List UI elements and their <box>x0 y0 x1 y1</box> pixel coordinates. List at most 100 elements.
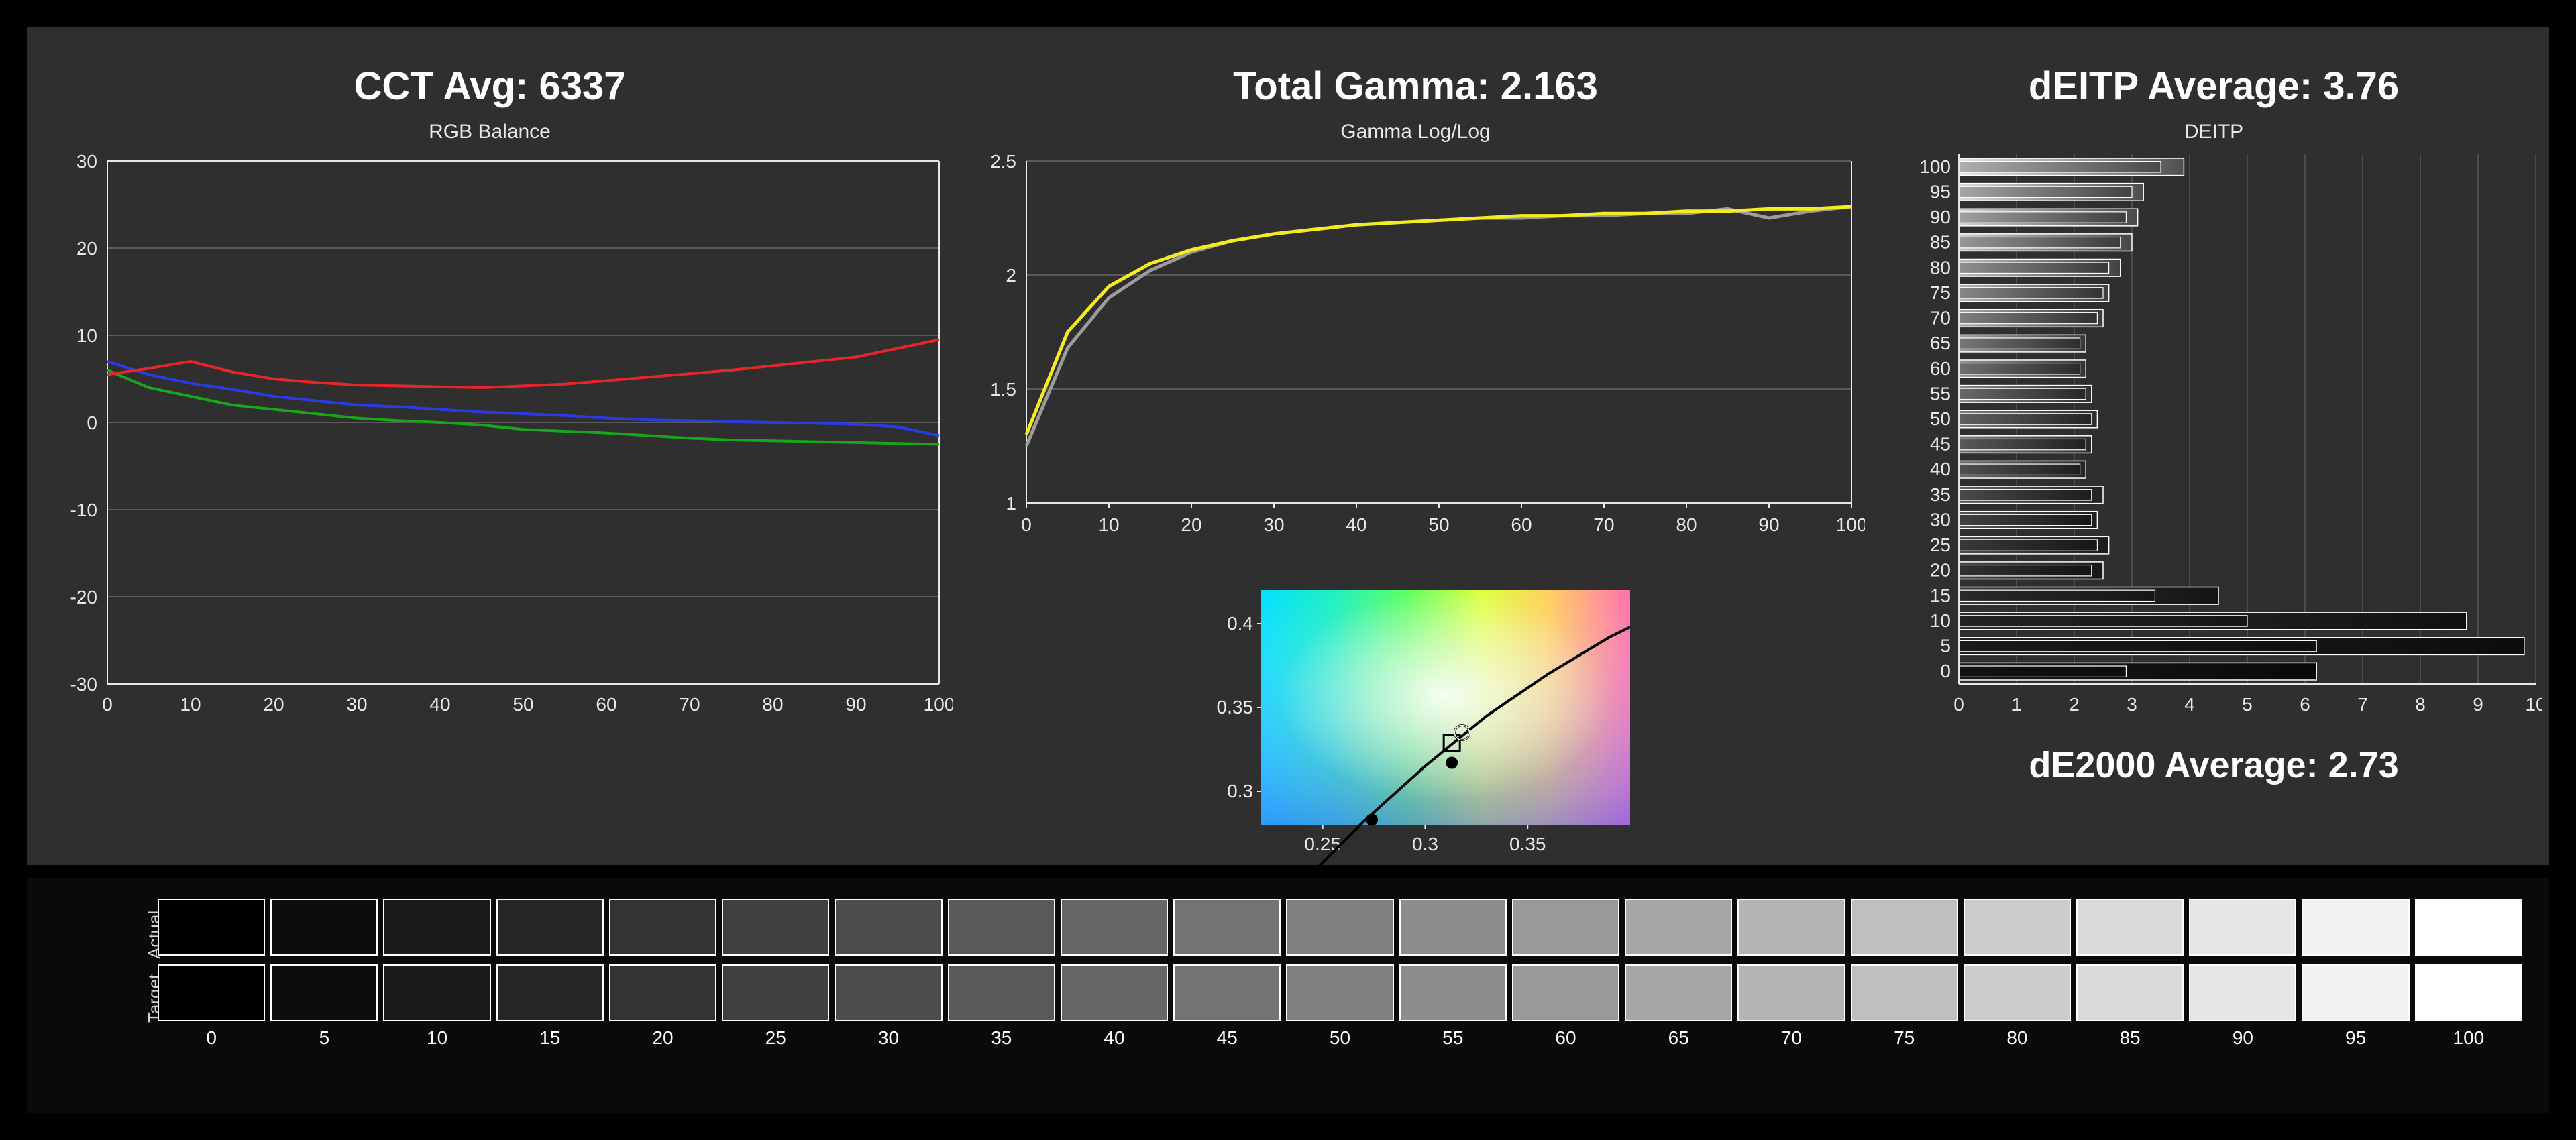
svg-text:20: 20 <box>76 238 97 259</box>
swatch-target <box>158 964 265 1021</box>
swatch-step-label: 25 <box>722 1027 829 1049</box>
svg-text:40: 40 <box>429 694 450 715</box>
svg-text:0: 0 <box>1021 514 1032 535</box>
dashboard-panel: CCT Avg: 6337 RGB Balance -30-20-1001020… <box>27 27 2549 865</box>
swatch-target <box>1512 964 1619 1021</box>
svg-text:5: 5 <box>2242 694 2253 715</box>
swatch-target <box>270 964 378 1021</box>
swatch-actual <box>948 899 1055 956</box>
swatch-target <box>722 964 829 1021</box>
svg-text:80: 80 <box>1930 257 1951 278</box>
svg-text:85: 85 <box>1930 232 1951 253</box>
deitp-subtitle: DEITP <box>1878 121 2549 144</box>
svg-text:65: 65 <box>1930 333 1951 353</box>
cie-chromaticity-inset: 0.30.350.40.250.30.35 <box>1208 583 1637 865</box>
svg-text:95: 95 <box>1930 181 1951 202</box>
svg-text:60: 60 <box>1511 514 1532 535</box>
svg-text:0: 0 <box>102 694 113 715</box>
svg-text:0.4: 0.4 <box>1227 613 1253 634</box>
gamma-title: Total Gamma: 2.163 <box>953 64 1878 109</box>
svg-text:15: 15 <box>1930 585 1951 606</box>
svg-text:80: 80 <box>762 694 783 715</box>
swatch-actual <box>2076 899 2184 956</box>
grayscale-swatch-strip: Actual Target 05101520253035404550556065… <box>27 878 2549 1113</box>
swatch-target <box>1625 964 1732 1021</box>
swatch-step-label: 20 <box>609 1027 716 1049</box>
svg-text:0: 0 <box>1940 661 1951 681</box>
svg-text:30: 30 <box>1930 509 1951 530</box>
swatch-step-label: 5 <box>270 1027 378 1049</box>
svg-text:80: 80 <box>1676 514 1697 535</box>
svg-text:25: 25 <box>1930 534 1951 555</box>
de2000-footer: dE2000 Average: 2.73 <box>1878 744 2549 786</box>
swatch-actual <box>496 899 604 956</box>
swatch-actual <box>609 899 716 956</box>
svg-text:5: 5 <box>1940 636 1951 657</box>
swatch-step-label: 90 <box>2189 1027 2296 1049</box>
svg-text:90: 90 <box>1758 514 1779 535</box>
swatch-step-label: 100 <box>2415 1027 2522 1049</box>
svg-text:2: 2 <box>2069 694 2080 715</box>
svg-text:10: 10 <box>1930 610 1951 631</box>
swatch-actual <box>1737 899 1845 956</box>
svg-text:10: 10 <box>76 325 97 346</box>
deitp-bar-chart: 0123456789101009590858075706560555045403… <box>1892 148 2542 731</box>
swatch-step-label: 70 <box>1737 1027 1845 1049</box>
svg-text:100: 100 <box>924 694 953 715</box>
swatch-target <box>1964 964 2071 1021</box>
swatch-step-label: 95 <box>2302 1027 2410 1049</box>
swatch-step-label: 55 <box>1399 1027 1507 1049</box>
swatch-actual <box>1964 899 2071 956</box>
swatch-target <box>2415 964 2522 1021</box>
svg-text:70: 70 <box>1593 514 1614 535</box>
svg-text:4: 4 <box>2184 694 2195 715</box>
svg-text:50: 50 <box>513 694 533 715</box>
swatch-actual <box>1173 899 1281 956</box>
svg-text:1.5: 1.5 <box>990 379 1016 400</box>
swatch-step-label: 35 <box>948 1027 1055 1049</box>
svg-text:90: 90 <box>845 694 866 715</box>
swatch-actual <box>383 899 490 956</box>
svg-text:0: 0 <box>1953 694 1964 715</box>
svg-text:2.5: 2.5 <box>990 151 1016 172</box>
svg-text:2: 2 <box>1006 265 1016 286</box>
svg-text:-30: -30 <box>70 674 97 695</box>
swatch-actual <box>1061 899 1168 956</box>
svg-text:50: 50 <box>1930 408 1951 429</box>
svg-text:7: 7 <box>2357 694 2368 715</box>
svg-text:70: 70 <box>1930 308 1951 329</box>
swatch-target <box>948 964 1055 1021</box>
svg-text:50: 50 <box>1428 514 1449 535</box>
svg-text:100: 100 <box>1836 514 1865 535</box>
swatch-step-label: 0 <box>158 1027 265 1049</box>
swatch-actual <box>835 899 942 956</box>
swatch-actual <box>2302 899 2409 956</box>
swatch-target <box>1399 964 1507 1021</box>
swatch-step-label: 50 <box>1286 1027 1393 1049</box>
swatch-actual <box>158 899 265 956</box>
swatch-step-label: 15 <box>496 1027 604 1049</box>
svg-text:6: 6 <box>2300 694 2310 715</box>
swatch-target <box>1286 964 1393 1021</box>
svg-text:10: 10 <box>1098 514 1119 535</box>
svg-text:20: 20 <box>1930 560 1951 581</box>
svg-text:20: 20 <box>1181 514 1201 535</box>
swatch-step-label: 65 <box>1625 1027 1732 1049</box>
swatch-step-label: 10 <box>383 1027 490 1049</box>
swatch-target <box>2076 964 2184 1021</box>
svg-text:10: 10 <box>180 694 201 715</box>
svg-text:8: 8 <box>2415 694 2426 715</box>
swatch-target <box>1851 964 1958 1021</box>
swatch-actual <box>722 899 829 956</box>
swatch-actual <box>1625 899 1732 956</box>
swatch-target <box>609 964 716 1021</box>
svg-text:100: 100 <box>1919 156 1951 177</box>
swatch-step-label: 80 <box>1964 1027 2071 1049</box>
swatch-target <box>496 964 604 1021</box>
swatch-step-label: 30 <box>835 1027 942 1049</box>
swatch-step-label: 75 <box>1851 1027 1958 1049</box>
svg-text:60: 60 <box>596 694 616 715</box>
swatch-target <box>2189 964 2296 1021</box>
svg-text:0.3: 0.3 <box>1412 834 1438 854</box>
svg-text:35: 35 <box>1930 484 1951 505</box>
